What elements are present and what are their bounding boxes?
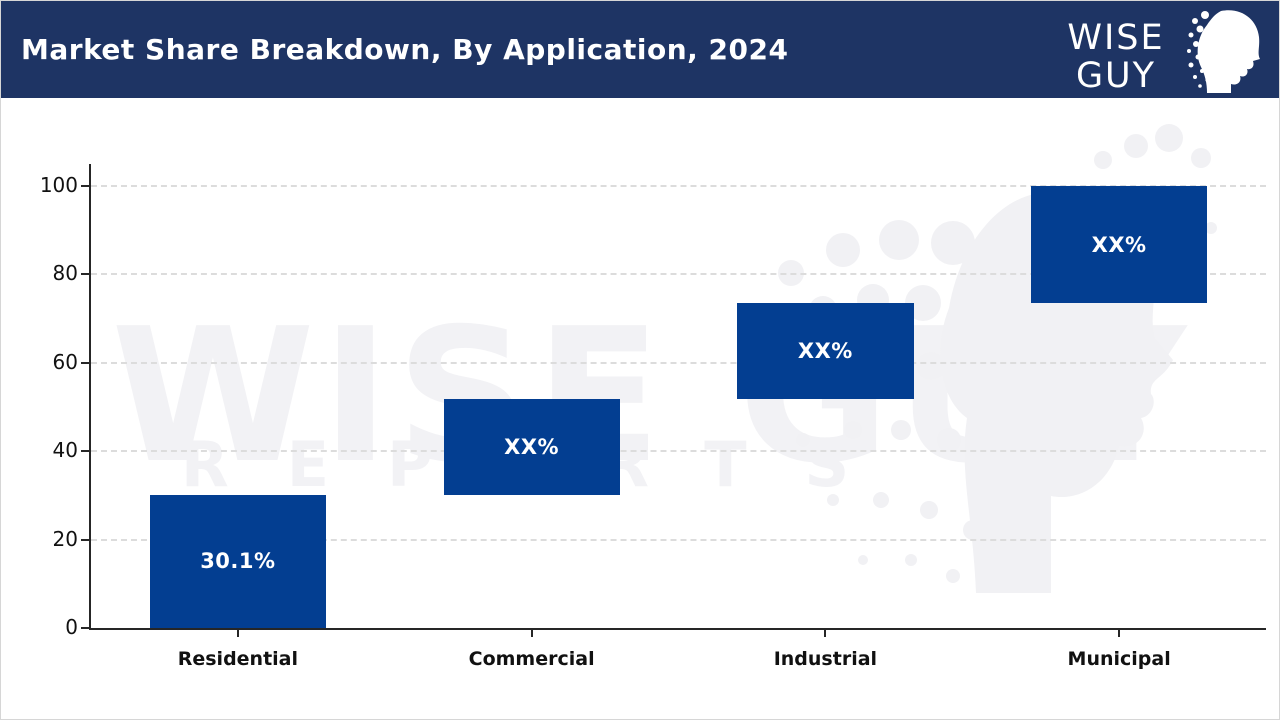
x-axis-label-municipal: Municipal <box>1067 648 1171 670</box>
gridline <box>91 361 1266 364</box>
y-tick-label: 40 <box>52 438 78 463</box>
header: Market Share Breakdown, By Application, … <box>1 1 1279 112</box>
y-tick-label: 100 <box>39 173 78 198</box>
y-tick-mark <box>81 627 91 629</box>
bar-value-label: 30.1% <box>200 549 276 574</box>
bar-municipal: XX% <box>1031 186 1208 304</box>
gridline <box>91 450 1266 453</box>
y-tick-label: 60 <box>52 349 78 374</box>
bar-value-label: XX% <box>797 339 853 364</box>
x-tick-mark <box>530 630 533 637</box>
bar-commercial: XX% <box>443 399 620 495</box>
gridline <box>91 538 1266 541</box>
bar-residential: 30.1% <box>149 494 326 628</box>
y-tick-mark <box>81 538 91 541</box>
bar-value-label: XX% <box>1091 232 1147 257</box>
bar-industrial: XX% <box>737 303 914 400</box>
y-tick-label: 80 <box>52 261 78 286</box>
gridline <box>91 273 1266 276</box>
x-tick-mark <box>1118 630 1121 637</box>
wiseguy-head-icon <box>1187 10 1260 94</box>
x-axis-label-industrial: Industrial <box>773 648 878 670</box>
x-axis-label-commercial: Commercial <box>468 648 595 670</box>
plot: 0 20 40 60 80 100 30.1% Residential XX% Commercia… <box>40 164 1266 670</box>
x-tick-mark <box>824 630 827 637</box>
y-tick-mark <box>81 450 91 453</box>
wiseguy-logo-wordmark: WISE GUY <box>1067 18 1165 96</box>
gridline <box>91 185 1266 188</box>
y-tick-label: 0 <box>65 615 78 639</box>
page-title: Market Share Breakdown, By Application, … <box>21 33 789 66</box>
chart-area: WISE GUY REPORTS 02040608010030.1%Reside… <box>1 98 1279 719</box>
x-tick-mark <box>236 630 239 637</box>
x-axis-label-residential: Residential <box>177 648 299 670</box>
wiseguy-logo: WISE GUY REPORTS <box>1025 5 1265 112</box>
y-tick-label: 20 <box>52 526 78 551</box>
y-tick-mark <box>81 273 91 276</box>
y-tick-mark <box>81 185 91 188</box>
bar-value-label: XX% <box>504 435 560 460</box>
y-tick-mark <box>81 361 91 364</box>
